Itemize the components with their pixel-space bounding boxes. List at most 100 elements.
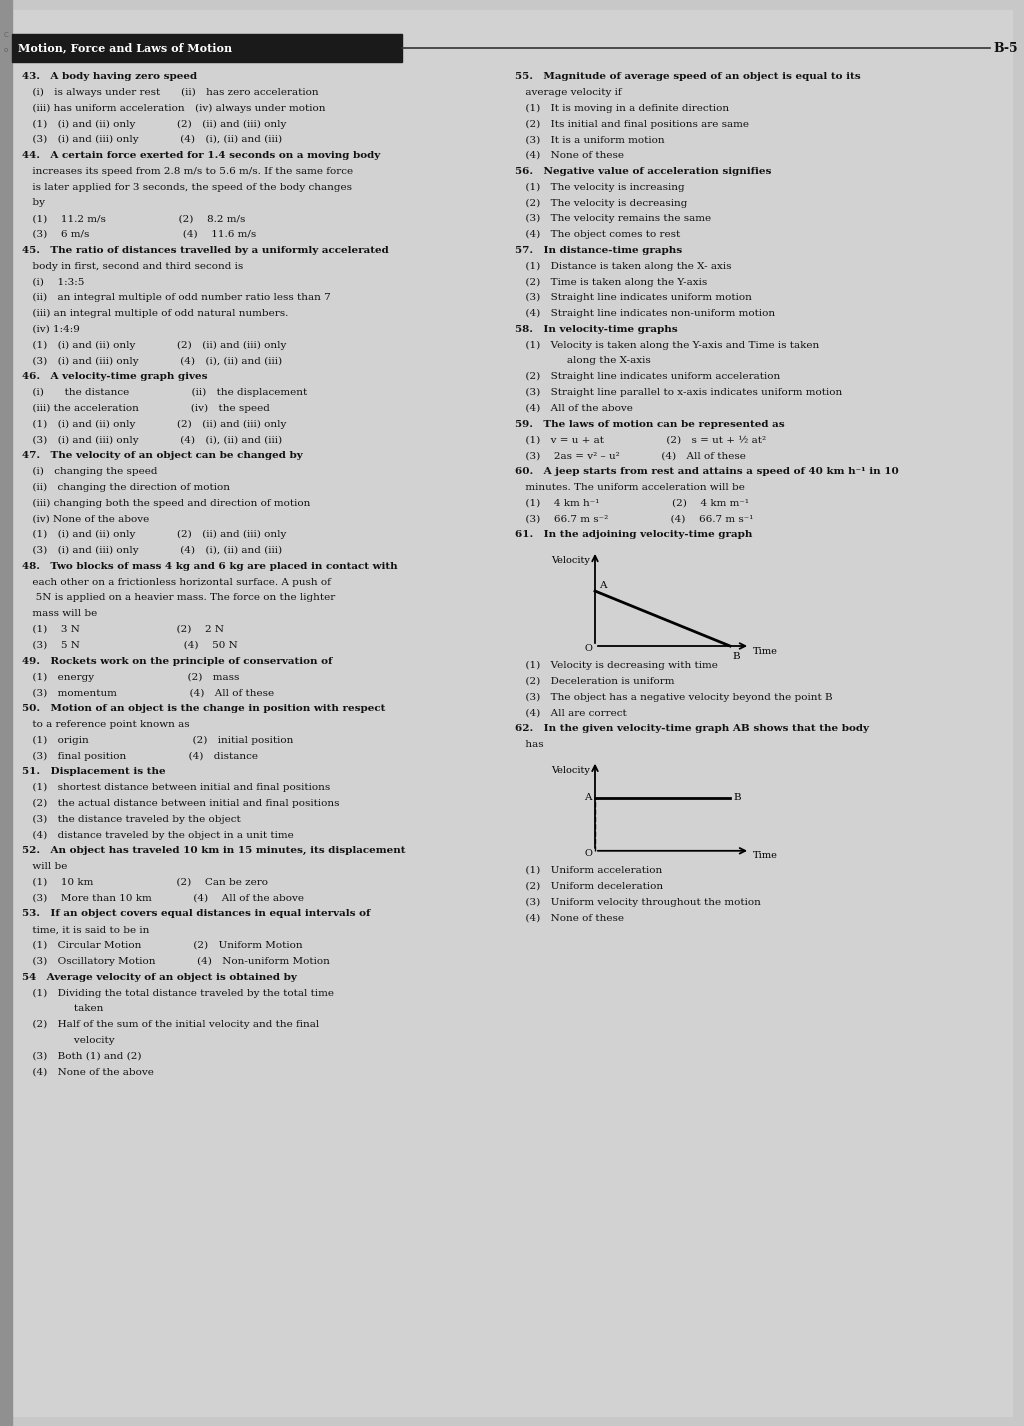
Text: 61. In the adjoining velocity-time graph: 61. In the adjoining velocity-time graph — [515, 530, 753, 539]
Text: (3) The velocity remains the same: (3) The velocity remains the same — [515, 214, 711, 224]
Text: (ii) changing the direction of motion: (ii) changing the direction of motion — [22, 483, 230, 492]
Text: 47. The velocity of an object can be changed by: 47. The velocity of an object can be cha… — [22, 451, 303, 461]
Text: along the X-axis: along the X-axis — [515, 356, 650, 365]
Text: will be: will be — [22, 861, 68, 871]
Text: o: o — [4, 47, 8, 53]
Text: O: O — [584, 848, 592, 858]
Text: 43. A body having zero speed: 43. A body having zero speed — [22, 71, 198, 81]
Text: A: A — [599, 580, 606, 590]
Text: (4) The object comes to rest: (4) The object comes to rest — [515, 230, 680, 240]
Text: B: B — [732, 652, 739, 660]
Text: Motion, Force and Laws of Motion: Motion, Force and Laws of Motion — [18, 43, 232, 54]
Text: (3)  More than 10 km    (4)  All of the above: (3) More than 10 km (4) All of the above — [22, 894, 304, 903]
Text: (4) None of these: (4) None of these — [515, 913, 624, 923]
Text: (4) All are correct: (4) All are correct — [515, 709, 627, 717]
Text: (1) v = u + at      (2) s = ut + ½ at²: (1) v = u + at (2) s = ut + ½ at² — [515, 435, 766, 445]
Text: (3) (i) and (iii) only    (4) (i), (ii) and (iii): (3) (i) and (iii) only (4) (i), (ii) and… — [22, 546, 283, 555]
Text: Time: Time — [753, 646, 778, 656]
Text: (3)  6 m/s         (4)  11.6 m/s: (3) 6 m/s (4) 11.6 m/s — [22, 230, 256, 240]
Text: (1) Circular Motion     (2) Uniform Motion: (1) Circular Motion (2) Uniform Motion — [22, 941, 303, 950]
Text: (1) origin          (2) initial position: (1) origin (2) initial position — [22, 736, 293, 744]
Text: (2) Its initial and final positions are same: (2) Its initial and final positions are … — [515, 120, 749, 128]
Text: each other on a frictionless horizontal surface. A push of: each other on a frictionless horizontal … — [22, 578, 331, 586]
Text: 60. A jeep starts from rest and attains a speed of 40 km h⁻¹ in 10: 60. A jeep starts from rest and attains … — [515, 466, 899, 476]
Text: 45. The ratio of distances travelled by a uniformly accelerated: 45. The ratio of distances travelled by … — [22, 245, 389, 255]
Bar — [12, 34, 402, 61]
Bar — [0, 0, 12, 1426]
Text: (3)  5 N          (4)  50 N: (3) 5 N (4) 50 N — [22, 640, 238, 650]
Text: O: O — [584, 645, 592, 653]
Text: (iv) None of the above: (iv) None of the above — [22, 515, 150, 523]
Text: (3) Both (1) and (2): (3) Both (1) and (2) — [22, 1051, 141, 1061]
Text: (1)  3 N          (2)  2 N: (1) 3 N (2) 2 N — [22, 625, 224, 635]
Text: (i) is always under rest  (ii) has zero acceleration: (i) is always under rest (ii) has zero a… — [22, 88, 318, 97]
Text: B-5: B-5 — [993, 41, 1018, 54]
Text: (1) shortest distance between initial and final positions: (1) shortest distance between initial an… — [22, 783, 331, 791]
Text: 48. Two blocks of mass 4 kg and 6 kg are placed in contact with: 48. Two blocks of mass 4 kg and 6 kg are… — [22, 562, 397, 570]
Text: taken: taken — [22, 1004, 103, 1014]
Text: (4) Straight line indicates non-uniform motion: (4) Straight line indicates non-uniform … — [515, 309, 775, 318]
Text: 49. Rockets work on the principle of conservation of: 49. Rockets work on the principle of con… — [22, 656, 333, 666]
Text: 55. Magnitude of average speed of an object is equal to its: 55. Magnitude of average speed of an obj… — [515, 71, 860, 81]
Text: 50. Motion of an object is the change in position with respect: 50. Motion of an object is the change in… — [22, 704, 385, 713]
Text: increases its speed from 2.8 m/s to 5.6 m/s. If the same force: increases its speed from 2.8 m/s to 5.6 … — [22, 167, 353, 175]
Text: (3) final position      (4) distance: (3) final position (4) distance — [22, 752, 258, 760]
Text: (3)  66.7 m s⁻²      (4)  66.7 m s⁻¹: (3) 66.7 m s⁻² (4) 66.7 m s⁻¹ — [515, 515, 754, 523]
Text: 44. A certain force exerted for 1.4 seconds on a moving body: 44. A certain force exerted for 1.4 seco… — [22, 151, 380, 160]
Text: 62. In the given velocity-time graph AB shows that the body: 62. In the given velocity-time graph AB … — [515, 724, 869, 733]
Text: (iv) 1:4:9: (iv) 1:4:9 — [22, 325, 80, 334]
Text: 51. Displacement is the: 51. Displacement is the — [22, 767, 166, 776]
Text: (ii) an integral multiple of odd number ratio less than 7: (ii) an integral multiple of odd number … — [22, 294, 331, 302]
Text: (3) momentum       (4) All of these: (3) momentum (4) All of these — [22, 689, 274, 697]
Text: (4) distance traveled by the object in a unit time: (4) distance traveled by the object in a… — [22, 830, 294, 840]
Text: (4) All of the above: (4) All of the above — [515, 404, 633, 412]
Text: (3) (i) and (iii) only    (4) (i), (ii) and (iii): (3) (i) and (iii) only (4) (i), (ii) and… — [22, 135, 283, 144]
Text: has: has — [515, 740, 544, 749]
Text: is later applied for 3 seconds, the speed of the body changes: is later applied for 3 seconds, the spee… — [22, 183, 352, 191]
Text: (1) Uniform acceleration: (1) Uniform acceleration — [515, 866, 663, 874]
Text: (2) Deceleration is uniform: (2) Deceleration is uniform — [515, 677, 675, 686]
Text: minutes. The uniform acceleration will be: minutes. The uniform acceleration will b… — [515, 483, 744, 492]
Text: (1)  10 km        (2)  Can be zero: (1) 10 km (2) Can be zero — [22, 878, 268, 887]
Text: average velocity if: average velocity if — [515, 88, 622, 97]
Text: (2) Uniform deceleration: (2) Uniform deceleration — [515, 881, 664, 891]
Text: 46. A velocity-time graph gives: 46. A velocity-time graph gives — [22, 372, 208, 381]
Text: (1) Velocity is taken along the Y-axis and Time is taken: (1) Velocity is taken along the Y-axis a… — [515, 341, 819, 349]
Text: (i)  1:3:5: (i) 1:3:5 — [22, 278, 84, 287]
Text: (1) Velocity is decreasing with time: (1) Velocity is decreasing with time — [515, 662, 718, 670]
Text: (3) The object has a negative velocity beyond the point B: (3) The object has a negative velocity b… — [515, 693, 833, 702]
Text: (1)  4 km h⁻¹       (2)  4 km m⁻¹: (1) 4 km h⁻¹ (2) 4 km m⁻¹ — [515, 499, 749, 508]
Text: (1) It is moving in a definite direction: (1) It is moving in a definite direction — [515, 104, 729, 113]
Text: 5N is applied on a heavier mass. The force on the lighter: 5N is applied on a heavier mass. The for… — [22, 593, 335, 602]
Text: 58. In velocity-time graphs: 58. In velocity-time graphs — [515, 325, 678, 334]
Text: (3) Straight line indicates uniform motion: (3) Straight line indicates uniform moti… — [515, 294, 752, 302]
Text: (3) (i) and (iii) only    (4) (i), (ii) and (iii): (3) (i) and (iii) only (4) (i), (ii) and… — [22, 356, 283, 365]
Text: (iii) has uniform acceleration (iv) always under motion: (iii) has uniform acceleration (iv) alwa… — [22, 104, 326, 113]
Text: (2) Time is taken along the Y-axis: (2) Time is taken along the Y-axis — [515, 278, 708, 287]
Text: by: by — [22, 198, 45, 207]
Text: (3) It is a uniform motion: (3) It is a uniform motion — [515, 135, 665, 144]
Text: (1) (i) and (ii) only    (2) (ii) and (iii) only: (1) (i) and (ii) only (2) (ii) and (iii)… — [22, 530, 287, 539]
Text: (3) Straight line parallel to x-axis indicates uniform motion: (3) Straight line parallel to x-axis ind… — [515, 388, 843, 396]
Text: (1) (i) and (ii) only    (2) (ii) and (iii) only: (1) (i) and (ii) only (2) (ii) and (iii)… — [22, 419, 287, 429]
Text: (1)  11.2 m/s       (2)  8.2 m/s: (1) 11.2 m/s (2) 8.2 m/s — [22, 214, 246, 224]
Text: (4) None of the above: (4) None of the above — [22, 1068, 154, 1077]
Text: Time: Time — [753, 851, 778, 860]
Text: 56. Negative value of acceleration signifies: 56. Negative value of acceleration signi… — [515, 167, 771, 175]
Text: (3) (i) and (iii) only    (4) (i), (ii) and (iii): (3) (i) and (iii) only (4) (i), (ii) and… — [22, 435, 283, 445]
Text: Velocity: Velocity — [551, 556, 590, 565]
Text: (iii) changing both the speed and direction of motion: (iii) changing both the speed and direct… — [22, 499, 310, 508]
Text: to a reference point known as: to a reference point known as — [22, 720, 189, 729]
Text: (iii) an integral multiple of odd natural numbers.: (iii) an integral multiple of odd natura… — [22, 309, 289, 318]
Text: (2) Straight line indicates uniform acceleration: (2) Straight line indicates uniform acce… — [515, 372, 780, 381]
Text: 54 Average velocity of an object is obtained by: 54 Average velocity of an object is obta… — [22, 973, 297, 981]
Text: (4) None of these: (4) None of these — [515, 151, 624, 160]
Text: (1) (i) and (ii) only    (2) (ii) and (iii) only: (1) (i) and (ii) only (2) (ii) and (iii)… — [22, 120, 287, 128]
Text: Velocity: Velocity — [551, 766, 590, 774]
Text: (iii) the acceleration     (iv) the speed: (iii) the acceleration (iv) the speed — [22, 404, 270, 414]
Text: time, it is said to be in: time, it is said to be in — [22, 925, 150, 934]
Text: (2) Half of the sum of the initial velocity and the final: (2) Half of the sum of the initial veloc… — [22, 1020, 319, 1030]
Text: A: A — [585, 793, 592, 803]
Text: B: B — [733, 793, 740, 803]
Text: (2) The velocity is decreasing: (2) The velocity is decreasing — [515, 198, 687, 208]
